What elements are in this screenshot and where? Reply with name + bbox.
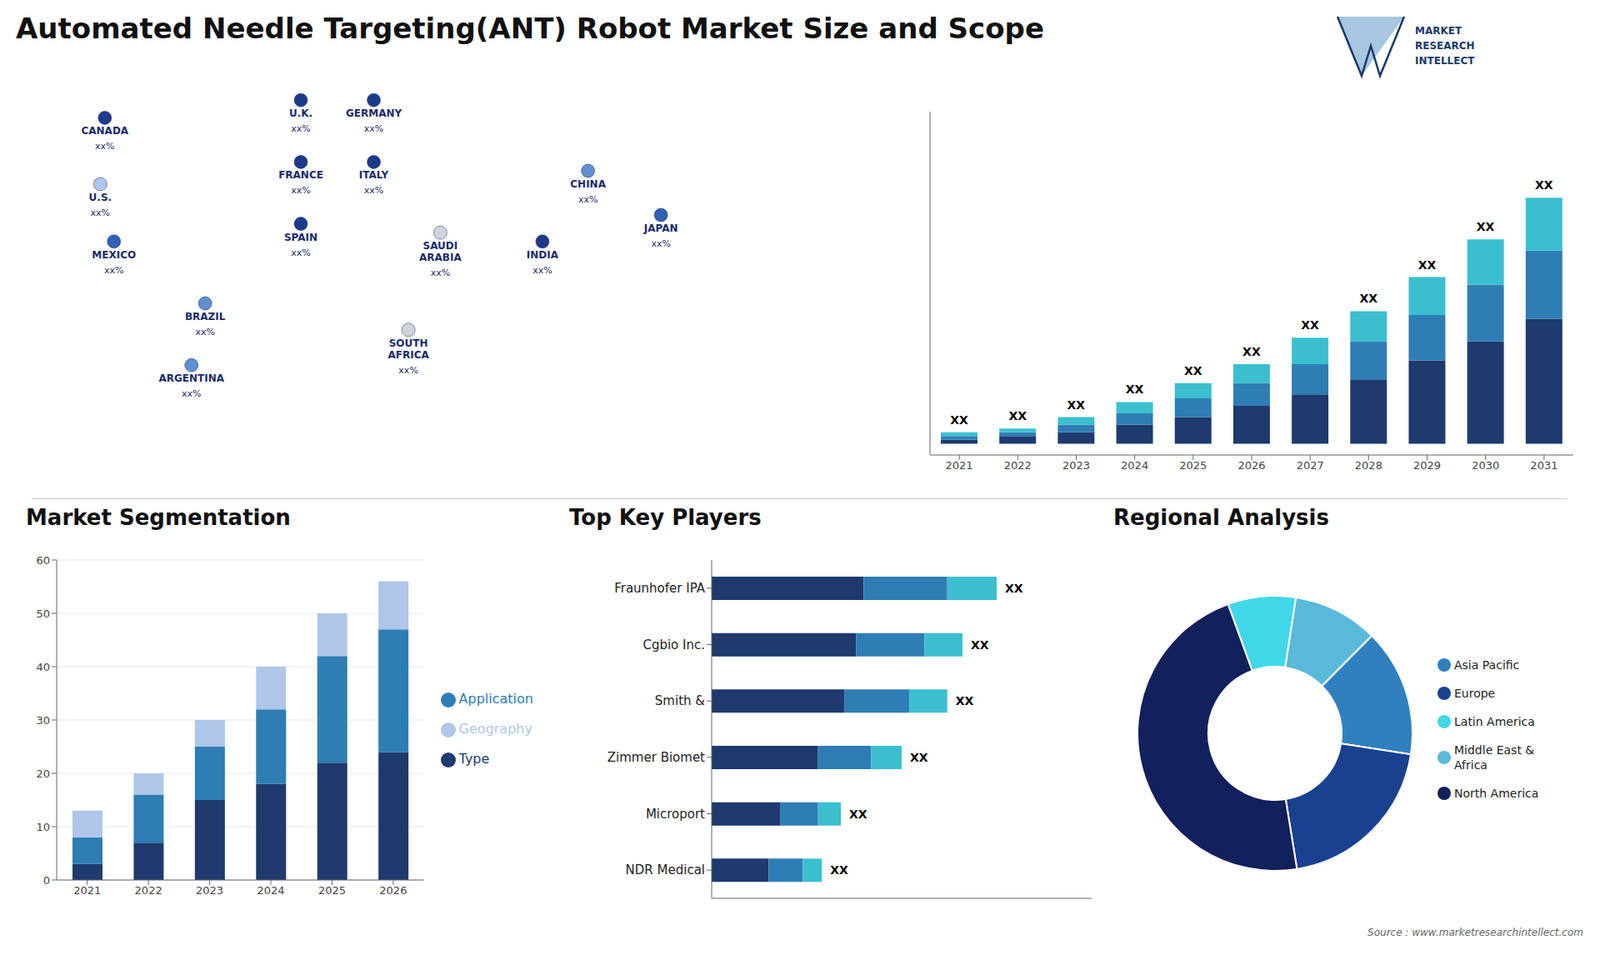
svg-text:U.K.: U.K.: [289, 107, 313, 120]
html-text:Top Key Players: Top Key Players: [569, 505, 762, 530]
svg-text:xx%: xx%: [290, 185, 310, 196]
svg-text:GERMANY: GERMANY: [345, 107, 403, 120]
svg-text:20: 20: [35, 767, 50, 780]
svg-text:xx%: xx%: [364, 123, 384, 135]
svg-text:2024: 2024: [256, 884, 285, 897]
svg-text:2026: 2026: [379, 884, 407, 897]
svg-text:XX: XX: [1005, 581, 1024, 595]
svg-text:xx%: xx%: [290, 247, 310, 259]
svg-text:2023: 2023: [1062, 459, 1090, 472]
svg-text:BRAZIL: BRAZIL: [185, 310, 226, 323]
svg-text:xx%: xx%: [650, 238, 670, 250]
svg-text:50: 50: [35, 607, 50, 620]
svg-text:2024: 2024: [1120, 459, 1149, 472]
svg-text:XX: XX: [1067, 398, 1086, 412]
svg-text:CANADA: CANADA: [80, 125, 129, 137]
html-text:Regional Analysis: Regional Analysis: [1113, 505, 1330, 530]
svg-text:XX: XX: [1184, 364, 1203, 378]
svg-text:NDR Medical: NDR Medical: [625, 862, 705, 878]
svg-text:Microport: Microport: [645, 806, 705, 822]
svg-text:U.S.: U.S.: [89, 191, 113, 204]
svg-text:XX: XX: [1300, 318, 1320, 332]
html-text:North America: North America: [1454, 786, 1539, 800]
html-text:Geography: Geography: [458, 720, 533, 737]
svg-text:XX: XX: [1359, 291, 1378, 305]
svg-text:2026: 2026: [1237, 459, 1265, 472]
svg-text:ITALY: ITALY: [359, 169, 390, 181]
svg-text:XX: XX: [1418, 258, 1437, 272]
svg-text:2023: 2023: [195, 884, 224, 897]
svg-text:2021: 2021: [945, 459, 974, 472]
svg-text:60: 60: [35, 554, 50, 567]
svg-text:XX: XX: [1535, 178, 1554, 192]
svg-text:SOUTHAFRICA: SOUTHAFRICA: [387, 337, 430, 361]
svg-text:xx%: xx%: [90, 207, 110, 219]
svg-text:xx%: xx%: [104, 265, 124, 276]
svg-text:XX: XX: [1476, 220, 1495, 234]
html-text:Source : www.marketresearchint: Source : www.marketresearchintellect.com: [1367, 926, 1584, 939]
svg-text:XX: XX: [910, 750, 929, 765]
html-text:INTELLECT: INTELLECT: [1415, 55, 1475, 67]
html-text:Type: Type: [458, 750, 490, 767]
svg-text:2027: 2027: [1296, 459, 1325, 472]
svg-text:MEXICO: MEXICO: [91, 249, 136, 261]
html-text:Middle East & Africa: Middle East & Africa: [1454, 743, 1535, 772]
svg-text:2029: 2029: [1413, 459, 1441, 472]
svg-text:SPAIN: SPAIN: [284, 231, 318, 244]
svg-text:xx%: xx%: [430, 267, 450, 279]
svg-text:2031: 2031: [1530, 459, 1558, 472]
svg-text:xx%: xx%: [398, 365, 418, 376]
svg-text:xx%: xx%: [195, 326, 215, 338]
svg-text:xx%: xx%: [578, 194, 598, 205]
svg-text:xx%: xx%: [181, 388, 201, 400]
svg-text:JAPAN: JAPAN: [643, 222, 679, 235]
svg-text:Smith &: Smith &: [655, 693, 705, 709]
svg-text:xx%: xx%: [364, 185, 384, 196]
html-text:MARKET: MARKET: [1415, 25, 1462, 37]
html-text:Asia Pacific: Asia Pacific: [1454, 658, 1520, 672]
svg-text:xx%: xx%: [95, 140, 115, 152]
svg-text:INDIA: INDIA: [526, 249, 560, 261]
html-text:RESEARCH: RESEARCH: [1415, 40, 1475, 52]
svg-text:CHINA: CHINA: [570, 178, 606, 190]
svg-text:XX: XX: [849, 807, 868, 821]
svg-text:ARGENTINA: ARGENTINA: [158, 372, 225, 385]
svg-text:XX: XX: [970, 638, 990, 652]
svg-text:2028: 2028: [1355, 459, 1383, 472]
html-text:Latin America: Latin America: [1454, 715, 1535, 729]
svg-text:30: 30: [35, 714, 50, 727]
svg-text:Cgbio Inc.: Cgbio Inc.: [642, 637, 705, 653]
svg-text:2022: 2022: [135, 884, 163, 897]
svg-text:XX: XX: [1242, 345, 1261, 359]
svg-text:XX: XX: [950, 413, 969, 427]
svg-text:xx%: xx%: [532, 265, 552, 276]
html-text:Application: Application: [458, 690, 534, 707]
svg-text:XX: XX: [830, 863, 849, 877]
svg-text:XX: XX: [955, 694, 975, 708]
svg-text:2025: 2025: [1179, 459, 1207, 472]
svg-text:2030: 2030: [1471, 459, 1500, 472]
svg-text:40: 40: [35, 660, 50, 674]
svg-text:2022: 2022: [1004, 459, 1032, 472]
svg-text:FRANCE: FRANCE: [278, 169, 324, 181]
svg-text:2025: 2025: [318, 884, 346, 897]
svg-text:xx%: xx%: [290, 123, 310, 135]
html-text:Market Segmentation: Market Segmentation: [25, 505, 291, 530]
html-text:Europe: Europe: [1454, 686, 1496, 700]
svg-text:XX: XX: [1008, 409, 1027, 423]
svg-text:10: 10: [35, 820, 50, 834]
svg-text:XX: XX: [1125, 382, 1145, 396]
svg-text:SAUDIARABIA: SAUDIARABIA: [419, 240, 462, 264]
svg-text:2021: 2021: [73, 884, 101, 897]
svg-text:0: 0: [43, 874, 50, 887]
svg-text:Zimmer Biomet: Zimmer Biomet: [607, 750, 705, 765]
svg-text:Fraunhofer IPA: Fraunhofer IPA: [614, 580, 706, 596]
html-text:Automated Needle Targeting(ANT: Automated Needle Targeting(ANT) Robot Ma…: [15, 11, 1045, 45]
